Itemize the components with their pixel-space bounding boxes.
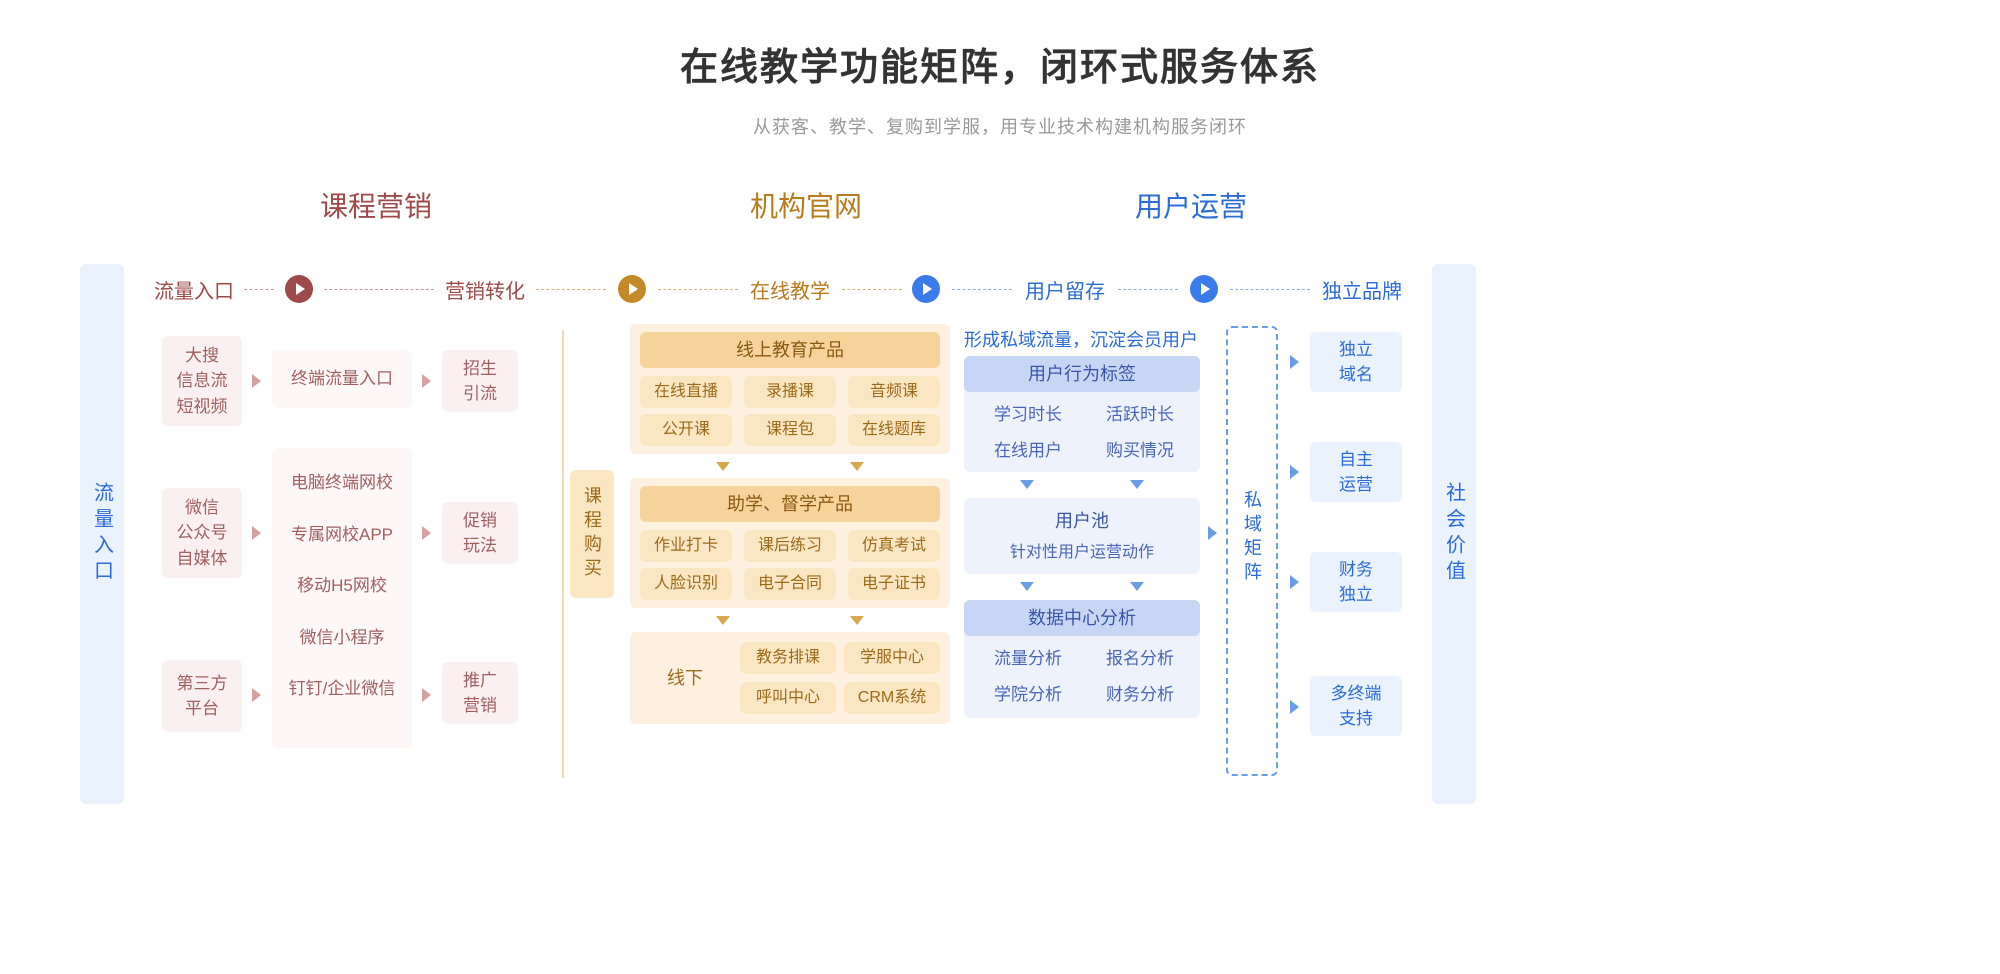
pillar-matrix: 私域矩阵 bbox=[1226, 468, 1278, 608]
conv-promo: 促销 玩法 bbox=[442, 502, 518, 564]
section-official: 机构官网 bbox=[750, 185, 862, 225]
list-item: 钉钉/企业微信 bbox=[289, 676, 396, 702]
subhead-retention: 用户留存 bbox=[1025, 275, 1105, 304]
caret-right-icon bbox=[422, 526, 431, 540]
play-icon bbox=[1190, 275, 1218, 303]
caret-down-icon bbox=[716, 462, 730, 471]
dash bbox=[244, 289, 274, 290]
caret-down-icon bbox=[716, 616, 730, 625]
pillar-value: 社会价值 bbox=[1432, 264, 1476, 804]
chip: 仿真考试 bbox=[848, 530, 940, 562]
panel-title: 用户行为标签 bbox=[964, 356, 1200, 392]
chip: 学院分析 bbox=[974, 680, 1082, 710]
caret-down-icon bbox=[850, 462, 864, 471]
list-item: 专属网校APP bbox=[291, 522, 393, 548]
list-item: 电脑终端网校 bbox=[291, 470, 393, 496]
panel-title: 线下 bbox=[640, 632, 730, 724]
chip: 电子证书 bbox=[848, 568, 940, 600]
panel-userpool: 用户池 针对性用户运营动作 bbox=[964, 498, 1200, 574]
subhead-teaching: 在线教学 bbox=[750, 275, 830, 304]
caret-right-icon bbox=[1208, 526, 1217, 540]
src-3rd: 第三方 平台 bbox=[162, 660, 242, 732]
play-icon bbox=[285, 275, 313, 303]
chip: 公开课 bbox=[640, 414, 732, 446]
caret-down-icon bbox=[1130, 582, 1144, 591]
brand-domain: 独立 域名 bbox=[1310, 332, 1402, 392]
dash bbox=[842, 289, 902, 290]
page-subtitle: 从获客、教学、复购到学服，用专业技术构建机构服务闭环 bbox=[0, 113, 2000, 139]
panel-sub: 针对性用户运营动作 bbox=[1010, 541, 1154, 565]
brand-multi: 多终端 支持 bbox=[1310, 676, 1402, 736]
terminal-list: 电脑终端网校 专属网校APP 移动H5网校 微信小程序 钉钉/企业微信 bbox=[272, 448, 412, 748]
chip: CRM系统 bbox=[844, 682, 940, 714]
panel-title: 助学、督学产品 bbox=[640, 486, 940, 522]
chip: 在线直播 bbox=[640, 376, 732, 408]
vline bbox=[562, 330, 564, 778]
page-title: 在线教学功能矩阵，闭环式服务体系 bbox=[0, 36, 2000, 91]
chip: 在线题库 bbox=[848, 414, 940, 446]
dash bbox=[536, 289, 606, 290]
conv-enroll: 招生 引流 bbox=[442, 350, 518, 412]
section-ops: 用户运营 bbox=[1135, 185, 1247, 225]
chip: 教务排课 bbox=[740, 642, 836, 674]
caret-down-icon bbox=[850, 616, 864, 625]
src-wechat: 微信 公众号 自媒体 bbox=[162, 488, 242, 578]
panel-title: 线上教育产品 bbox=[640, 332, 940, 368]
caret-down-icon bbox=[1130, 480, 1144, 489]
terminal-entry: 终端流量入口 bbox=[272, 350, 412, 408]
pillar-traffic: 流量入口 bbox=[80, 264, 124, 804]
panel-title: 用户池 bbox=[1055, 508, 1109, 535]
dash bbox=[1118, 289, 1178, 290]
src-search: 大搜 信息流 短视频 bbox=[162, 336, 242, 426]
chip: 报名分析 bbox=[1086, 644, 1194, 674]
chip: 在线用户 bbox=[974, 436, 1082, 466]
caret-right-icon bbox=[1290, 355, 1299, 369]
dash bbox=[952, 289, 1012, 290]
caret-right-icon bbox=[1290, 575, 1299, 589]
caret-right-icon bbox=[1290, 465, 1299, 479]
play-icon bbox=[912, 275, 940, 303]
caret-right-icon bbox=[252, 526, 261, 540]
chip: 课程包 bbox=[744, 414, 836, 446]
chip: 财务分析 bbox=[1086, 680, 1194, 710]
list-item: 移动H5网校 bbox=[297, 573, 387, 599]
chip: 学服中心 bbox=[844, 642, 940, 674]
caret-right-icon bbox=[1290, 700, 1299, 714]
chip: 活跃时长 bbox=[1086, 400, 1194, 430]
chip: 流量分析 bbox=[974, 644, 1082, 674]
panel-title: 数据中心分析 bbox=[964, 600, 1200, 636]
chip: 购买情况 bbox=[1086, 436, 1194, 466]
subhead-conversion: 营销转化 bbox=[445, 275, 525, 304]
caret-down-icon bbox=[1020, 582, 1034, 591]
section-marketing: 课程营销 bbox=[320, 185, 432, 225]
chip: 人脸识别 bbox=[640, 568, 732, 600]
subhead-traffic: 流量入口 bbox=[154, 275, 234, 304]
caret-right-icon bbox=[422, 688, 431, 702]
chip: 录播课 bbox=[744, 376, 836, 408]
chip: 电子合同 bbox=[744, 568, 836, 600]
chip: 呼叫中心 bbox=[740, 682, 836, 714]
brand-finance: 财务 独立 bbox=[1310, 552, 1402, 612]
dash bbox=[324, 289, 434, 290]
chip: 课后练习 bbox=[744, 530, 836, 562]
chip: 作业打卡 bbox=[640, 530, 732, 562]
dash bbox=[1230, 289, 1310, 290]
play-icon bbox=[618, 275, 646, 303]
ops-note: 形成私域流量，沉淀会员用户 bbox=[964, 326, 1198, 352]
subhead-brand: 独立品牌 bbox=[1322, 275, 1402, 304]
caret-right-icon bbox=[252, 688, 261, 702]
chip: 学习时长 bbox=[974, 400, 1082, 430]
dash bbox=[658, 289, 738, 290]
caret-down-icon bbox=[1020, 480, 1034, 489]
list-item: 微信小程序 bbox=[300, 625, 385, 651]
chip: 音频课 bbox=[848, 376, 940, 408]
caret-right-icon bbox=[252, 374, 261, 388]
pillar-purchase: 课程购买 bbox=[570, 470, 614, 598]
caret-right-icon bbox=[422, 374, 431, 388]
conv-spread: 推广 营销 bbox=[442, 662, 518, 724]
brand-self: 自主 运营 bbox=[1310, 442, 1402, 502]
